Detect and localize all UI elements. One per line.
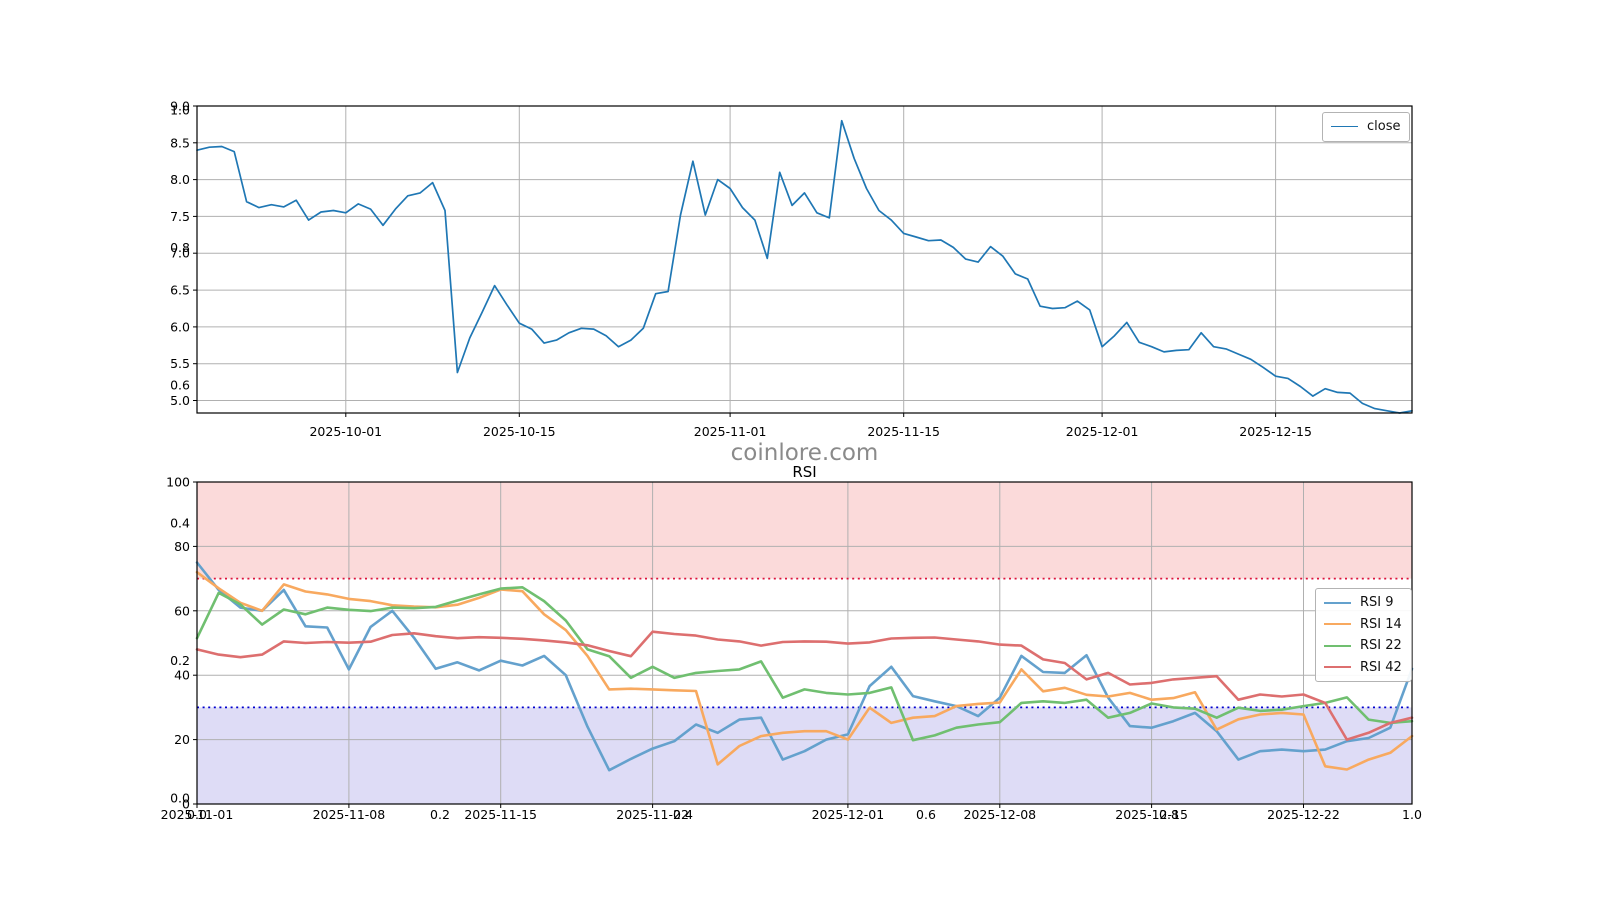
legend-line-sample [1324,623,1351,626]
overbought-band [197,482,1412,579]
axes-spine [196,105,1413,414]
legend-item-rsi-42: RSI 42 [1324,657,1402,679]
rsi-chart: 2025-11-01 2025-11-08 2025-11-15 2025-11-22… [161,475,1414,822]
y-tick-label: 0 [182,797,190,812]
artifact-x-label: 0.2 [430,807,450,822]
rsi-9-line [195,561,1414,772]
rsi-22-line [195,585,1414,742]
legend-label: RSI 9 [1360,595,1394,611]
x-tick-label: 2025-11-08 [313,807,386,822]
y-tick-label: 6.0 [170,319,190,334]
y-tick-label: 8.0 [170,172,190,187]
artifact-x-label: 0.6 [916,807,936,822]
legend-line-sample [1324,601,1351,604]
legend-item-close: close [1331,116,1400,138]
legend-item-rsi-22: RSI 22 [1324,635,1402,657]
y-tick-label: 80 [174,539,190,554]
y-tick-label: 7.0 [170,246,190,261]
x-tick-label: 2025-11-15 [867,424,940,439]
y-tick-label: 40 [174,668,190,683]
rsi-legend: RSI 9 RSI 14 RSI 22 RSI 42 [1315,588,1412,682]
x-tick-label: 2025-12-15 [1239,424,1312,439]
legend-label: RSI 42 [1360,659,1402,675]
y-tick-label: 8.5 [170,135,190,150]
artifact-y-label: 0.2 [170,653,190,668]
y-tick-label: 60 [174,603,190,618]
x-tick-label: 2025-11-15 [464,807,537,822]
axes-spine [196,481,1413,805]
legend-item-rsi-9: RSI 9 [1324,592,1402,614]
y-tick-label: 6.5 [170,283,190,298]
artifact-y-label: 0.0 [170,791,190,806]
x-tick-label: 2025-11-01 [694,424,767,439]
artifact-y-label: 0.6 [170,378,190,393]
artifact-y-label: 0.8 [170,240,190,255]
artifact-axis: 0.0 0.2 0.4 0.6 0.8 1.0 0.0 0.2 0.4 0.6 0.8 1.0 [170,103,1422,823]
x-tick-label: 2025-10-15 [483,424,556,439]
artifact-y-label: 0.4 [170,515,190,530]
y-tick-label: 100 [166,475,190,490]
x-tick-label: 2025-12-08 [963,807,1036,822]
x-tick-label: 2025-12-22 [1267,807,1340,822]
y-tick-label: 9.0 [170,99,190,114]
legend-label: close [1367,119,1401,135]
rsi-14-line [195,570,1414,771]
y-tick-label: 20 [174,732,190,747]
price-legend: close [1322,112,1411,142]
legend-line-sample [1331,126,1358,128]
rsi-chart-title: RSI [792,463,817,481]
legend-label: RSI 22 [1360,638,1402,654]
close-line [196,119,1413,414]
x-tick-label: 2025-12-15 [1115,807,1188,822]
artifact-y-label: 1.0 [170,103,190,118]
artifact-x-label: 0.8 [1159,807,1179,822]
artifact-x-label: 0.4 [673,807,693,822]
legend-item-rsi-14: RSI 14 [1324,614,1402,636]
legend-label: RSI 14 [1360,616,1402,632]
rsi-42-line [195,630,1414,741]
artifact-x-label: 0.0 [187,807,207,822]
oversold-band [197,707,1412,804]
legend-line-sample [1324,666,1351,669]
artifact-x-label: 1.0 [1402,807,1422,822]
x-tick-label: 2025-11-22 [616,807,689,822]
x-tick-label: 2025-12-01 [812,807,885,822]
x-tick-label: 2025-10-01 [309,424,382,439]
legend-line-sample [1324,644,1351,647]
y-tick-label: 7.5 [170,209,190,224]
y-tick-label: 5.5 [170,356,190,371]
x-tick-label: 2025-11-01 [161,807,234,822]
x-tick-label: 2025-12-01 [1066,424,1139,439]
price-chart: 2025-10-01 2025-10-15 2025-11-01 2025-11-15… [170,99,1413,439]
watermark: coinlore.com [730,440,879,466]
y-tick-label: 5.0 [170,393,190,408]
